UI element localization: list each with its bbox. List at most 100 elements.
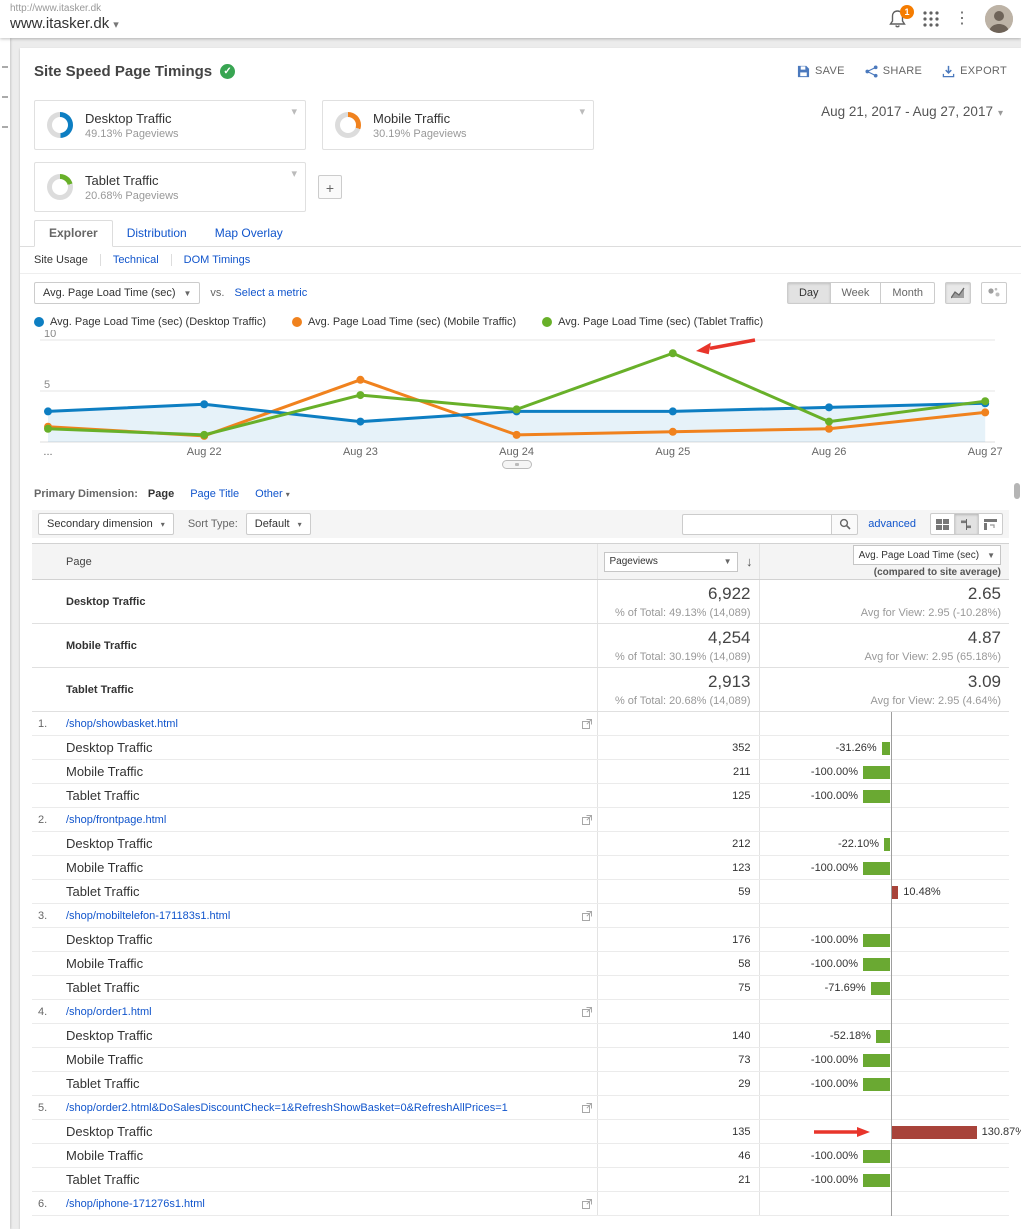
advanced-filter-link[interactable]: advanced [868, 518, 916, 530]
page-link[interactable]: /shop/iphone-171276s1.html [66, 1197, 205, 1210]
secondary-dimension-button[interactable]: Secondary dimension ▾ [38, 513, 174, 535]
avg-load-time-column-select[interactable]: Avg. Page Load Time (sec) ▼ [852, 545, 1001, 565]
row-index: 1. [32, 711, 58, 736]
page-link[interactable]: /shop/mobiltelefon-171183s1.html [66, 909, 231, 922]
open-in-new-button[interactable] [581, 910, 592, 921]
segment-card-desktop[interactable]: Desktop Traffic 49.13% Pageviews ▾ [34, 100, 306, 150]
legend-item[interactable]: Avg. Page Load Time (sec) (Tablet Traffi… [542, 316, 763, 328]
chevron-down-icon[interactable]: ▾ [291, 106, 297, 118]
metric-select[interactable]: Avg. Page Load Time (sec) ▼ [34, 282, 201, 304]
comparison-axis [890, 832, 892, 856]
comparison-axis [890, 952, 892, 976]
segment-data-row: Desktop Traffic 135 130.87% [32, 1119, 1021, 1144]
sort-type-select[interactable]: Default ▾ [245, 513, 311, 535]
dimension-page-title[interactable]: Page Title [190, 488, 240, 500]
legend-item[interactable]: Avg. Page Load Time (sec) (Mobile Traffi… [292, 316, 516, 328]
segment-label: Mobile Traffic [58, 1143, 597, 1168]
pageviews-column-select[interactable]: Pageviews ▼ [603, 551, 738, 572]
chart-legend: Avg. Page Load Time (sec) (Desktop Traff… [20, 308, 1021, 328]
report-panel: Site Speed Page Timings ✓ SAVE SHARE [20, 48, 1021, 1229]
open-in-new-button[interactable] [581, 1006, 592, 1017]
tab-explorer[interactable]: Explorer [34, 220, 113, 247]
share-button[interactable]: SHARE [865, 64, 922, 78]
summary-pageviews-subtext: % of Total: 30.19% (14,089) [614, 651, 751, 663]
pageviews-value: 212 [596, 831, 759, 856]
dimension-other[interactable]: Other ▾ [255, 488, 290, 500]
collapsed-sidebar[interactable] [0, 38, 10, 1229]
summary-segment-name: Desktop Traffic [58, 579, 597, 624]
open-in-new-icon [581, 1006, 592, 1017]
page-link[interactable]: /shop/showbasket.html [66, 717, 178, 730]
legend-item[interactable]: Avg. Page Load Time (sec) (Desktop Traff… [34, 316, 266, 328]
pageviews-value: 75 [596, 975, 759, 1000]
column-header-page[interactable]: Page [58, 543, 597, 580]
timeline-slider-handle[interactable] [502, 460, 532, 469]
open-in-new-button[interactable] [581, 1102, 592, 1113]
export-button[interactable]: EXPORT [942, 65, 1007, 78]
segment-share: 30.19% Pageviews [373, 127, 467, 140]
comparison-axis [890, 1192, 892, 1216]
open-in-new-button[interactable] [581, 814, 592, 825]
svg-text:...: ... [43, 446, 52, 458]
date-range-selector[interactable]: Aug 21, 2017 - Aug 27, 2017 ▾ [821, 104, 1003, 119]
comparison-axis [890, 904, 892, 928]
tab-map-overlay[interactable]: Map Overlay [214, 226, 283, 240]
svg-text:Aug 26: Aug 26 [812, 446, 847, 458]
segment-label: Mobile Traffic [58, 759, 597, 784]
legend-dot-icon [34, 317, 44, 327]
sidebar-dash [2, 96, 8, 98]
tab-distribution[interactable]: Distribution [126, 226, 187, 240]
comparison-percent: -100.00% [810, 1078, 858, 1090]
apps-grid-icon[interactable] [923, 11, 939, 27]
subtab-site-usage[interactable]: Site Usage [34, 254, 101, 266]
segment-label: Desktop Traffic [58, 1023, 597, 1048]
chart-svg: 5 10... Aug 22 Aug 23 Aug 24 Aug 25 Aug 26 Aug … [40, 330, 1003, 458]
sort-descending-icon[interactable]: ↓ [746, 554, 753, 569]
chevron-down-icon[interactable]: ▾ [579, 106, 585, 118]
select-a-metric-link[interactable]: Select a metric [234, 287, 308, 299]
segment-card-tablet[interactable]: Tablet Traffic 20.68% Pageviews ▾ [34, 162, 306, 212]
avatar[interactable] [985, 5, 1013, 33]
account-selector[interactable]: www.itasker.dk ▾ [10, 15, 119, 32]
pageviews-value: 140 [596, 1023, 759, 1048]
open-in-new-button[interactable] [581, 1198, 592, 1209]
page-link[interactable]: /shop/frontpage.html [66, 813, 167, 826]
table-header-row: Page Pageviews ▼ ↓ Avg. Page Load Time (s… [32, 543, 1009, 580]
overflow-menu-icon[interactable]: ⋮ [954, 10, 970, 27]
segment-data-row: Desktop Traffic 140 -52.18% [32, 1023, 1009, 1048]
summary-avg-subtext: Avg for View: 2.95 (65.18%) [864, 651, 1001, 663]
search-button[interactable] [832, 513, 859, 535]
chevron-down-icon[interactable]: ▾ [291, 168, 297, 180]
table-search-input[interactable] [682, 513, 833, 535]
comparison-axis [890, 1168, 892, 1192]
save-button[interactable]: SAVE [797, 65, 845, 78]
page-url-row: 4. /shop/order1.html [32, 999, 1009, 1024]
subtab-dom-timings[interactable]: DOM Timings [183, 254, 251, 266]
granularity-week-button[interactable]: Week [829, 282, 882, 304]
segment-data-row: Tablet Traffic 21 -100.00% [32, 1167, 1009, 1192]
page-link[interactable]: /shop/order2.html&DoSalesDiscountCheck=1… [66, 1101, 508, 1114]
open-in-new-button[interactable] [581, 718, 592, 729]
notifications-button[interactable]: 1 [888, 5, 914, 30]
granularity-day-button[interactable]: Day [786, 282, 831, 304]
pivot-view-icon [984, 518, 997, 530]
segment-label: Desktop Traffic [58, 831, 597, 856]
notification-badge: 1 [900, 5, 914, 19]
pageviews-value: 125 [596, 783, 759, 808]
timeseries-chart[interactable]: 5 10... Aug 22 Aug 23 Aug 24 Aug 25 Aug 26 Aug … [20, 330, 1021, 480]
segment-card-mobile[interactable]: Mobile Traffic 30.19% Pageviews ▾ [322, 100, 594, 150]
line-chart-view-button[interactable] [945, 282, 971, 304]
add-segment-button[interactable]: + [318, 175, 342, 199]
summary-pageviews-value: 2,913 [707, 672, 751, 691]
pivot-view-button[interactable] [978, 513, 1003, 535]
granularity-month-button[interactable]: Month [880, 282, 935, 304]
comparison-bar-negative [863, 790, 890, 803]
summary-avg-subtext: Avg for View: 2.95 (-10.28%) [860, 607, 1001, 619]
dimension-page[interactable]: Page [147, 488, 175, 500]
subtab-technical[interactable]: Technical [101, 254, 172, 266]
motion-chart-view-button[interactable] [981, 282, 1007, 304]
comparison-view-button[interactable] [954, 513, 979, 535]
page-link[interactable]: /shop/order1.html [66, 1005, 152, 1018]
vertical-scrollbar-thumb[interactable] [1014, 483, 1020, 499]
table-view-button[interactable] [930, 513, 955, 535]
